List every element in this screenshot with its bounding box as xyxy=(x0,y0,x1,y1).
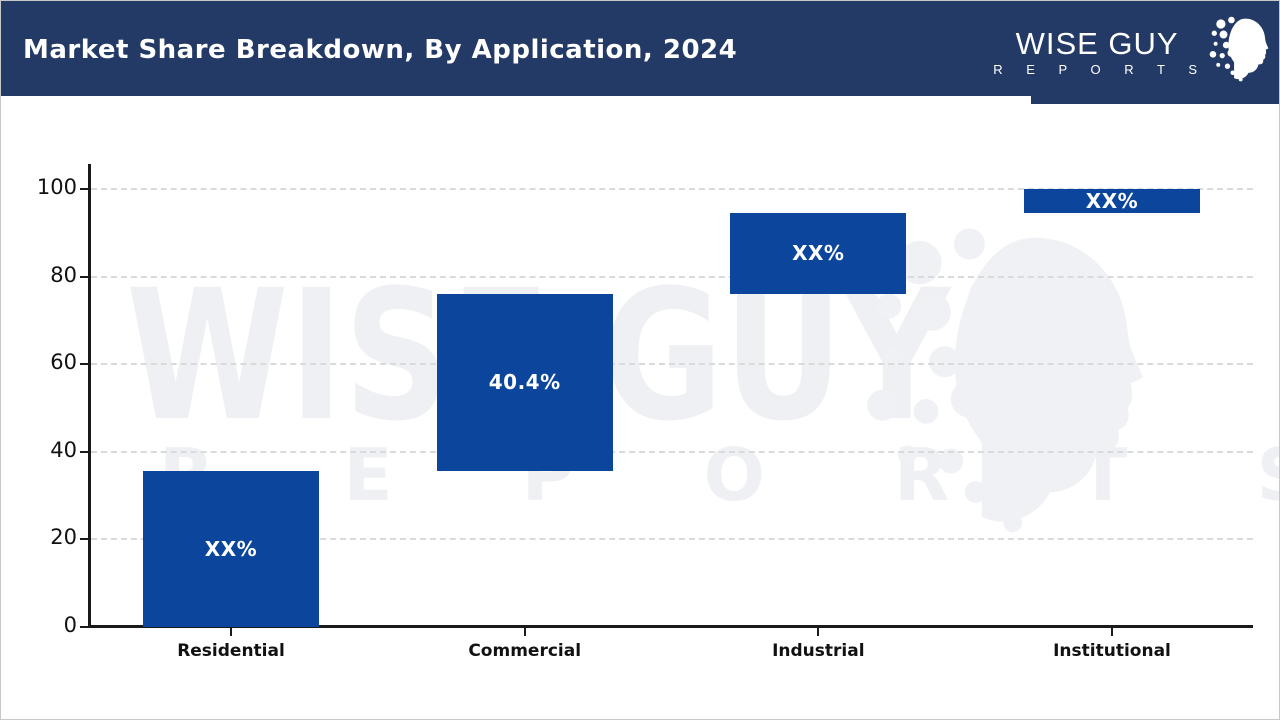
bar-industrial: XX% xyxy=(730,212,907,294)
x-axis-category-label: Industrial xyxy=(772,641,865,661)
y-axis-tick-label: 40 xyxy=(50,437,77,462)
gridline xyxy=(91,188,1253,190)
y-tick-mark xyxy=(80,625,90,628)
gridline xyxy=(91,538,1253,540)
bar-commercial: 40.4% xyxy=(436,294,613,471)
x-axis-line xyxy=(88,625,1253,628)
y-axis-tick-label: 80 xyxy=(50,262,77,287)
logo-band: WISE GUY R E P O R T S xyxy=(993,1,1279,104)
x-tick-mark xyxy=(817,628,820,636)
bar-value-label: XX% xyxy=(792,241,845,266)
wise-guy-logo: WISE GUY R E P O R T S xyxy=(987,12,1275,94)
logo-wordmark: WISE GUY xyxy=(1015,26,1179,62)
y-tick-mark xyxy=(80,450,90,453)
y-tick-mark xyxy=(80,363,90,365)
gridline xyxy=(91,363,1253,365)
logo-subtitle: R E P O R T S xyxy=(993,62,1207,78)
x-axis-category-label: Commercial xyxy=(468,641,582,661)
y-tick-mark xyxy=(80,538,90,540)
bar-value-label: 40.4% xyxy=(488,370,561,395)
x-tick-mark xyxy=(230,628,232,636)
logo-head-icon xyxy=(1209,16,1269,81)
page-title: Market Share Breakdown, By Application, … xyxy=(23,35,738,65)
logo-text: WISE GUY R E P O R T S xyxy=(987,27,1207,78)
y-axis-tick-label: 100 xyxy=(36,175,77,199)
bar-value-label: XX% xyxy=(204,536,258,561)
y-axis-tick-label: 20 xyxy=(50,525,77,549)
bar-institutional: XX% xyxy=(1024,189,1200,213)
gridline xyxy=(91,450,1253,453)
x-axis-category-label: Residential xyxy=(177,641,285,661)
y-tick-mark xyxy=(80,275,90,278)
x-tick-mark xyxy=(1111,628,1113,636)
x-axis-category-label: Institutional xyxy=(1053,641,1171,661)
x-tick-mark xyxy=(523,628,526,636)
y-axis-tick-label: 0 xyxy=(63,612,77,637)
y-tick-mark xyxy=(80,188,90,190)
y-axis-tick-label: 60 xyxy=(50,350,77,374)
y-axis-line xyxy=(88,164,91,628)
bar-residential: XX% xyxy=(143,470,319,627)
gridline xyxy=(91,275,1253,278)
bar-value-label: XX% xyxy=(1085,188,1139,213)
